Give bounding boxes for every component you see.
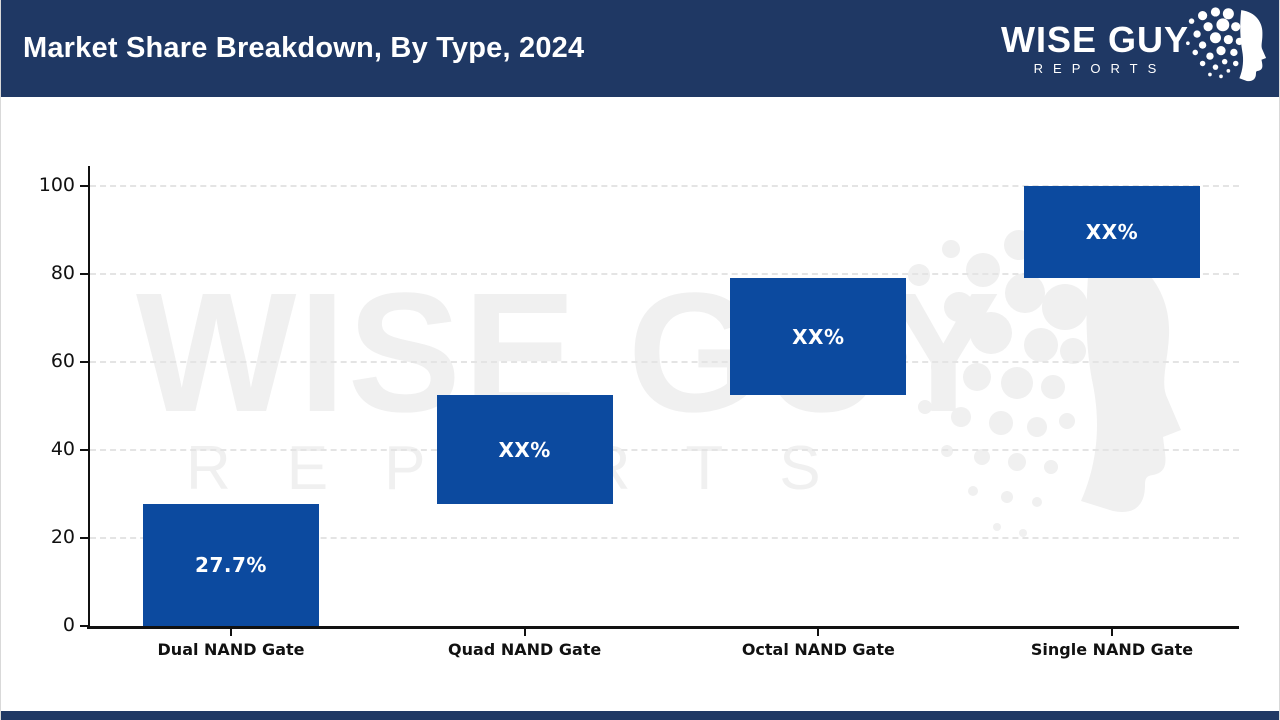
y-tick-mark xyxy=(80,625,88,627)
logo: WISE GUY REPORTS xyxy=(1001,0,1267,97)
y-tick-label: 20 xyxy=(50,526,75,548)
logo-dot-head-icon xyxy=(1186,6,1267,81)
x-tick-mark xyxy=(1111,629,1113,636)
header-bar: Market Share Breakdown, By Type, 2024 WI… xyxy=(1,0,1279,97)
x-tick-mark xyxy=(817,629,820,636)
bar-segment: XX% xyxy=(436,395,613,505)
bar-value-label: XX% xyxy=(792,324,845,349)
gridline xyxy=(90,537,1239,539)
y-tick-mark xyxy=(80,537,88,539)
x-category-label: Dual NAND Gate xyxy=(157,640,305,659)
watermark-dot-head-icon xyxy=(895,230,1181,537)
logo-subtitle: REPORTS xyxy=(1033,61,1167,76)
gridline xyxy=(90,273,1239,275)
y-tick-mark xyxy=(80,185,88,187)
x-tick-mark xyxy=(230,629,232,636)
x-category-label: Quad NAND Gate xyxy=(448,640,602,659)
y-tick-mark xyxy=(80,273,88,275)
bar-value-label: XX% xyxy=(498,437,551,462)
x-axis-line xyxy=(87,626,1239,629)
footer-bar xyxy=(1,711,1279,720)
x-category-label: Single NAND Gate xyxy=(1030,640,1194,659)
page-title: Market Share Breakdown, By Type, 2024 xyxy=(23,32,585,64)
gridline xyxy=(90,361,1239,363)
x-category-label: Octal NAND Gate xyxy=(741,640,895,659)
y-tick-label: 40 xyxy=(50,438,75,460)
bar-value-label: XX% xyxy=(1085,220,1139,245)
bar-segment: XX% xyxy=(1024,186,1200,279)
y-tick-mark xyxy=(80,449,88,451)
x-tick-mark xyxy=(523,629,526,636)
logo-name: WISE GUY xyxy=(1000,19,1189,60)
bar-segment: 27.7% xyxy=(143,504,319,626)
y-tick-label: 60 xyxy=(50,350,75,372)
bar-segment: XX% xyxy=(730,278,907,395)
bar-value-label: 27.7% xyxy=(195,553,267,578)
y-tick-label: 0 xyxy=(62,614,75,636)
y-tick-label: 100 xyxy=(38,174,75,196)
y-axis-line xyxy=(88,166,90,628)
gridline xyxy=(90,449,1239,451)
y-tick-label: 80 xyxy=(50,262,75,284)
y-tick-mark xyxy=(80,361,88,363)
gridline xyxy=(90,185,1239,187)
logo-text: WISE GUY REPORTS xyxy=(1000,19,1189,76)
